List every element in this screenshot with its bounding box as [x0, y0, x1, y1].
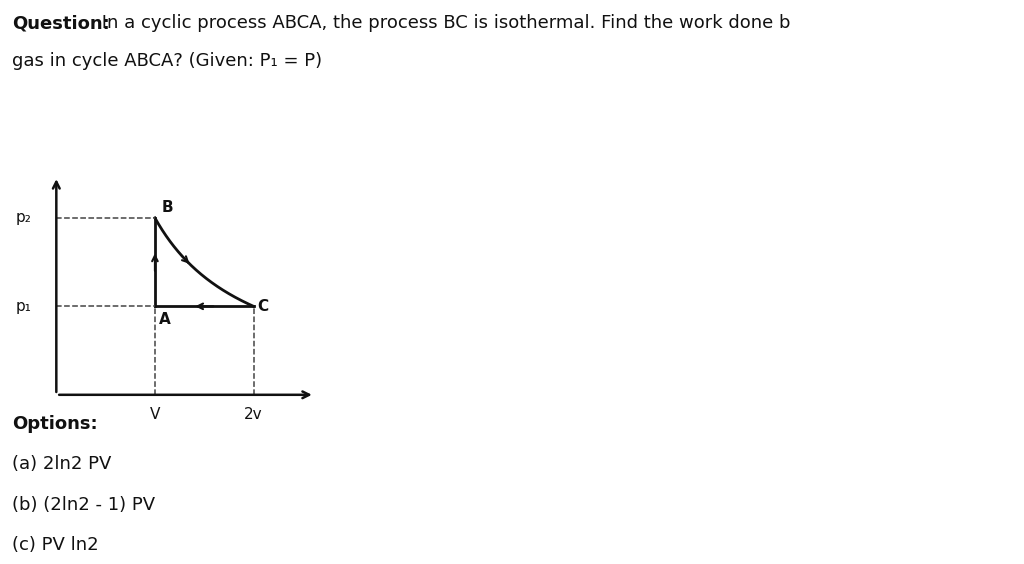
Text: Options:: Options:: [12, 415, 98, 433]
Text: p₂: p₂: [15, 210, 32, 226]
Text: p₁: p₁: [15, 299, 32, 314]
Text: gas in cycle ABCA? (Given: P₁ = P): gas in cycle ABCA? (Given: P₁ = P): [12, 52, 323, 70]
Text: In a cyclic process ABCA, the process BC is isothermal. Find the work done b: In a cyclic process ABCA, the process BC…: [96, 14, 791, 32]
Text: (b) (2ln2 - 1) PV: (b) (2ln2 - 1) PV: [12, 496, 156, 514]
Text: Question:: Question:: [12, 14, 110, 32]
Text: V: V: [150, 407, 160, 422]
Text: A: A: [159, 312, 171, 327]
Text: B: B: [162, 200, 173, 215]
Text: 2v: 2v: [244, 407, 263, 422]
Text: (c) PV ln2: (c) PV ln2: [12, 536, 99, 554]
Text: C: C: [257, 299, 268, 314]
Text: (a) 2ln2 PV: (a) 2ln2 PV: [12, 455, 112, 473]
